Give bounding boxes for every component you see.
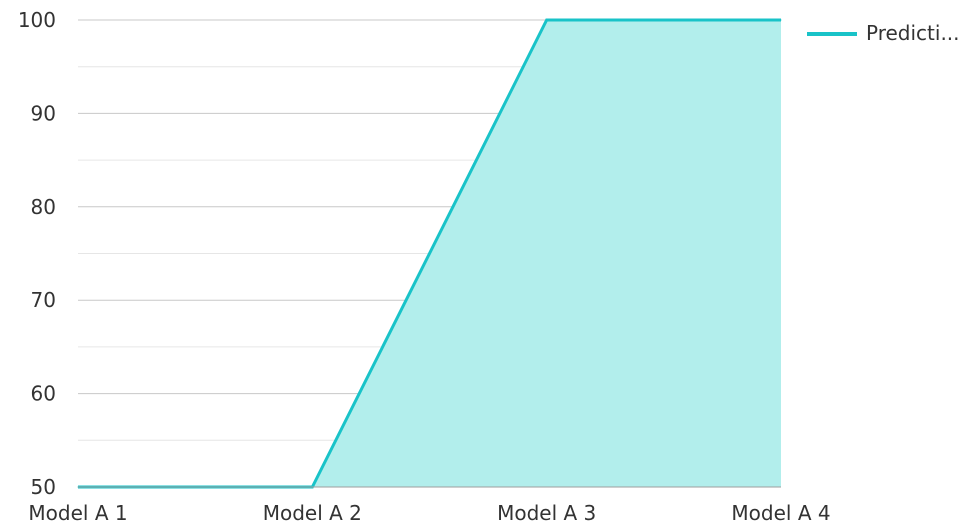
y-tick-label: 100	[18, 8, 56, 32]
x-tick-label: Model A 3	[497, 501, 596, 525]
y-tick-label: 70	[31, 288, 56, 312]
data-point	[780, 19, 782, 21]
y-tick-label: 80	[31, 195, 56, 219]
y-tick-label: 50	[31, 475, 56, 499]
data-point	[546, 19, 548, 21]
x-tick-label: Model A 1	[28, 501, 127, 525]
y-tick-label: 60	[31, 382, 56, 406]
y-tick-label: 90	[31, 101, 56, 125]
legend: Predicti...	[807, 21, 960, 45]
axes: 50 60 70 80 90 100 Model A 1 Model A 2 Model A 3…	[18, 8, 831, 525]
x-tick-label: Model A 4	[731, 501, 830, 525]
legend-label: Predicti...	[866, 21, 960, 45]
x-tick-label: Model A 2	[263, 501, 362, 525]
series-area-fill	[78, 20, 781, 487]
